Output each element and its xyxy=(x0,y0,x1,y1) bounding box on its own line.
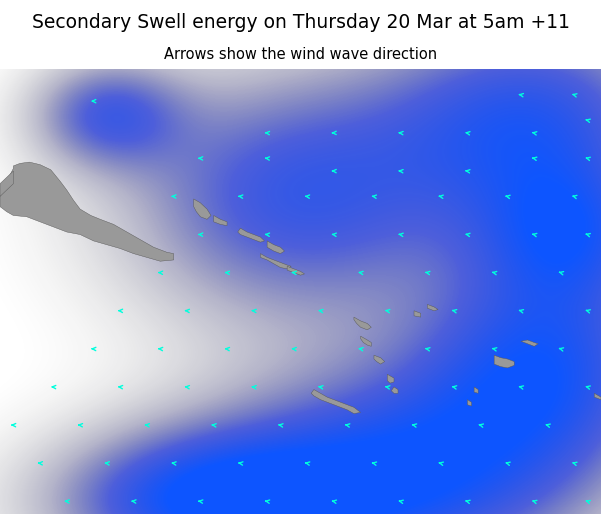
Polygon shape xyxy=(414,311,421,317)
Text: Secondary Swell energy on Thursday 20 Mar at 5am +11: Secondary Swell energy on Thursday 20 Ma… xyxy=(31,13,570,32)
Polygon shape xyxy=(311,390,361,414)
Polygon shape xyxy=(214,215,227,226)
Polygon shape xyxy=(391,387,398,393)
Polygon shape xyxy=(494,355,514,368)
Polygon shape xyxy=(354,317,371,330)
Polygon shape xyxy=(468,400,471,406)
Text: Arrows show the wind wave direction: Arrows show the wind wave direction xyxy=(164,47,437,62)
Polygon shape xyxy=(594,393,601,400)
Polygon shape xyxy=(0,162,174,261)
Polygon shape xyxy=(387,374,394,383)
Polygon shape xyxy=(260,253,291,269)
Polygon shape xyxy=(287,266,305,275)
Polygon shape xyxy=(474,387,478,393)
Polygon shape xyxy=(267,241,284,253)
Polygon shape xyxy=(238,228,264,242)
Polygon shape xyxy=(361,336,371,346)
Polygon shape xyxy=(374,355,385,364)
Polygon shape xyxy=(0,171,13,196)
Polygon shape xyxy=(427,304,438,311)
Polygon shape xyxy=(194,199,211,219)
Polygon shape xyxy=(521,340,538,346)
